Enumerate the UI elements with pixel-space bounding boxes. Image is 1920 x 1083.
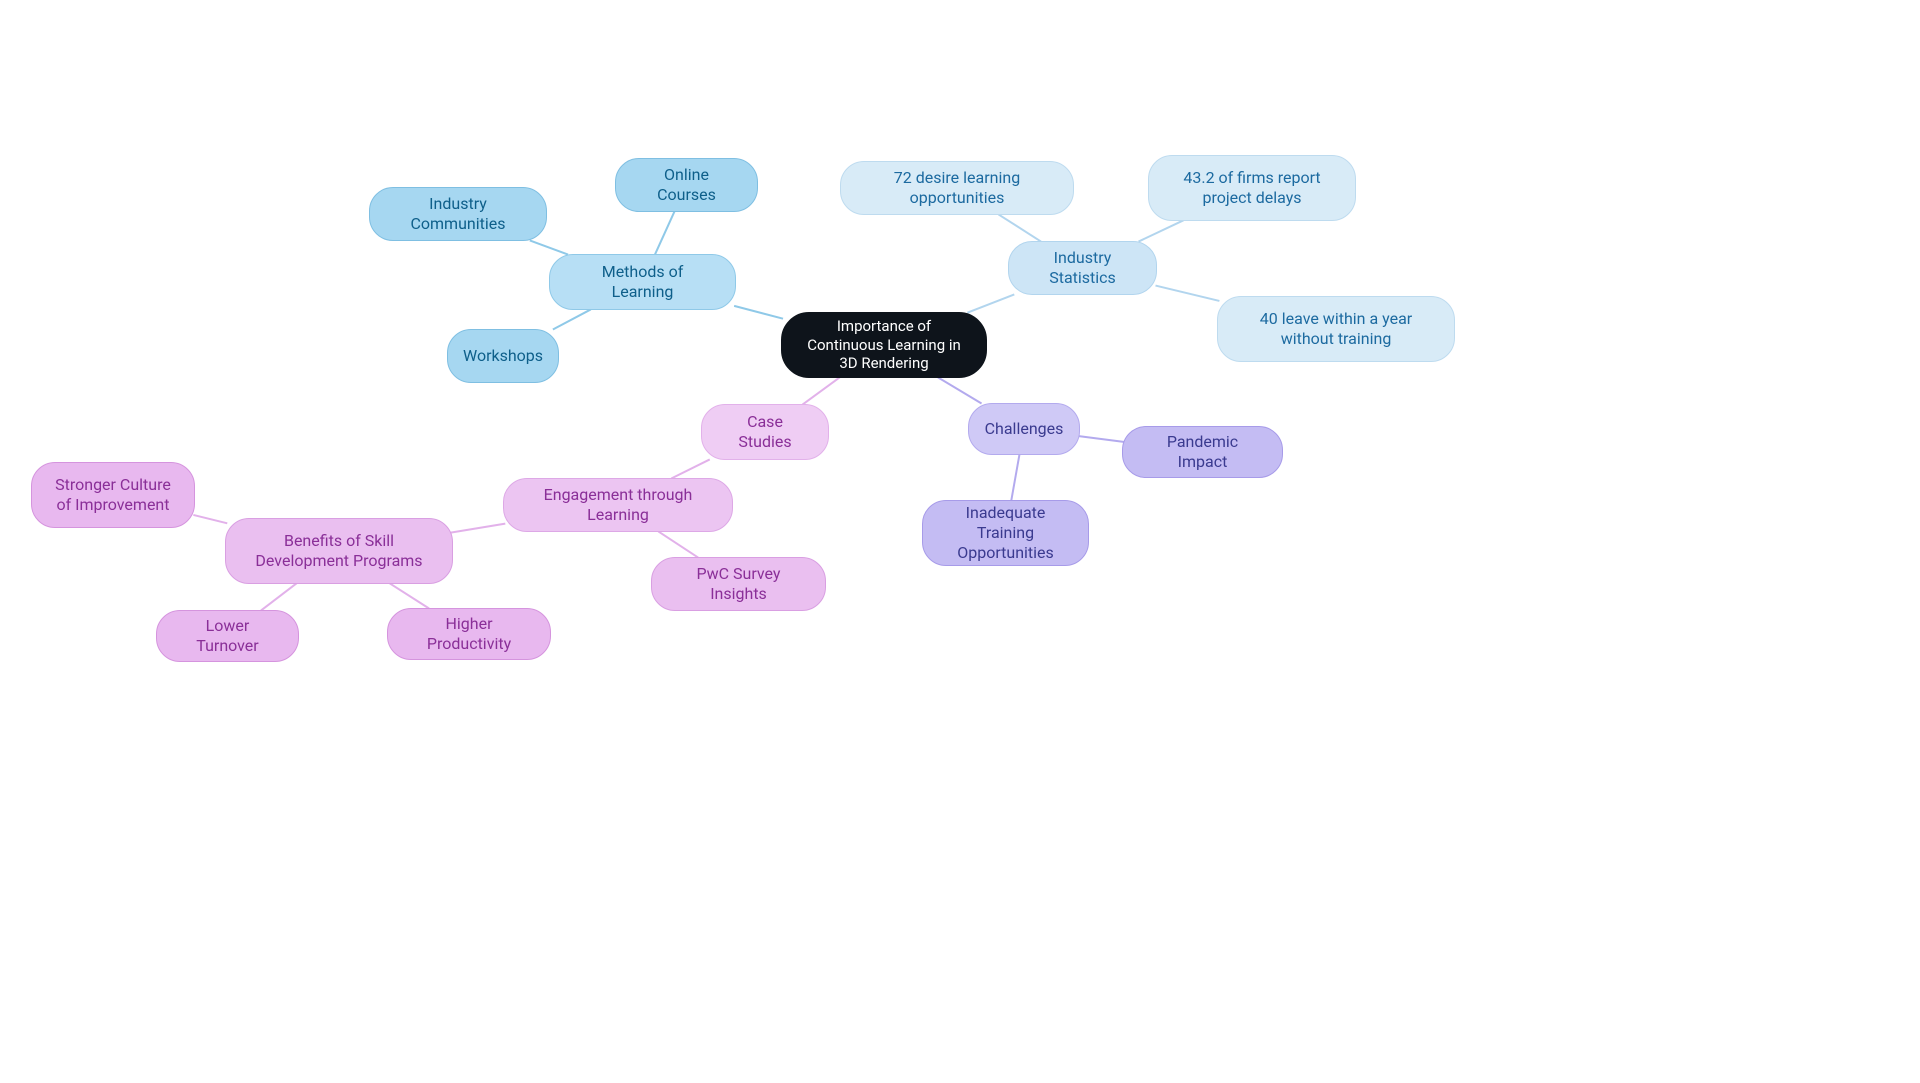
edge <box>1156 286 1220 301</box>
node-desire[interactable]: 72 desire learning opportunities <box>840 161 1074 215</box>
edge <box>734 306 783 319</box>
edge <box>671 459 709 478</box>
edge <box>658 531 698 557</box>
edge <box>655 211 675 254</box>
node-label: Workshops <box>463 346 543 366</box>
node-culture[interactable]: Stronger Culture of Improvement <box>31 462 195 528</box>
node-cases[interactable]: Case Studies <box>701 404 829 460</box>
node-productivity[interactable]: Higher Productivity <box>387 608 551 660</box>
node-label: Industry Statistics <box>1029 248 1136 288</box>
node-label: Engagement through Learning <box>524 485 712 525</box>
node-online[interactable]: Online Courses <box>615 158 758 212</box>
node-label: 43.2 of firms report project delays <box>1169 168 1335 208</box>
edge <box>193 515 227 523</box>
node-turnover[interactable]: Lower Turnover <box>156 610 299 662</box>
edge <box>999 214 1041 241</box>
mindmap-canvas: Importance of Continuous Learning in 3D … <box>0 0 1920 1083</box>
node-pwc[interactable]: PwC Survey Insights <box>651 557 826 611</box>
node-workshops[interactable]: Workshops <box>447 329 559 383</box>
node-leave[interactable]: 40 leave within a year without training <box>1217 296 1455 362</box>
edge <box>803 377 840 404</box>
node-challenges[interactable]: Challenges <box>968 403 1080 455</box>
node-label: Methods of Learning <box>570 262 715 302</box>
edge <box>530 240 568 254</box>
node-label: Higher Productivity <box>408 614 530 654</box>
node-delays[interactable]: 43.2 of firms report project delays <box>1148 155 1356 221</box>
node-label: PwC Survey Insights <box>672 564 805 604</box>
node-label: 40 leave within a year without training <box>1238 309 1434 349</box>
node-inadequate[interactable]: Inadequate Training Opportunities <box>922 500 1089 566</box>
edge <box>1011 454 1019 500</box>
edge <box>1079 436 1124 442</box>
node-engagement[interactable]: Engagement through Learning <box>503 478 733 532</box>
edge <box>451 524 506 533</box>
edge <box>967 294 1014 312</box>
node-label: Lower Turnover <box>177 616 278 656</box>
node-communities[interactable]: Industry Communities <box>369 187 547 241</box>
node-label: Stronger Culture of Improvement <box>52 475 174 515</box>
node-label: Benefits of Skill Development Programs <box>246 531 432 571</box>
node-benefits[interactable]: Benefits of Skill Development Programs <box>225 518 453 584</box>
node-methods[interactable]: Methods of Learning <box>549 254 736 310</box>
edge <box>938 377 982 403</box>
edge <box>1139 220 1184 241</box>
node-label: 72 desire learning opportunities <box>861 168 1053 208</box>
node-label: Industry Communities <box>390 194 526 234</box>
edge <box>390 583 429 608</box>
edge <box>261 583 297 610</box>
node-stats[interactable]: Industry Statistics <box>1008 241 1157 295</box>
node-root[interactable]: Importance of Continuous Learning in 3D … <box>781 312 987 378</box>
node-label: Case Studies <box>722 412 808 452</box>
node-label: Challenges <box>985 419 1064 439</box>
edge <box>553 309 591 329</box>
node-label: Online Courses <box>636 165 737 205</box>
node-label: Pandemic Impact <box>1143 432 1262 472</box>
node-label: Importance of Continuous Learning in 3D … <box>802 317 966 373</box>
node-label: Inadequate Training Opportunities <box>943 503 1068 563</box>
node-pandemic[interactable]: Pandemic Impact <box>1122 426 1283 478</box>
